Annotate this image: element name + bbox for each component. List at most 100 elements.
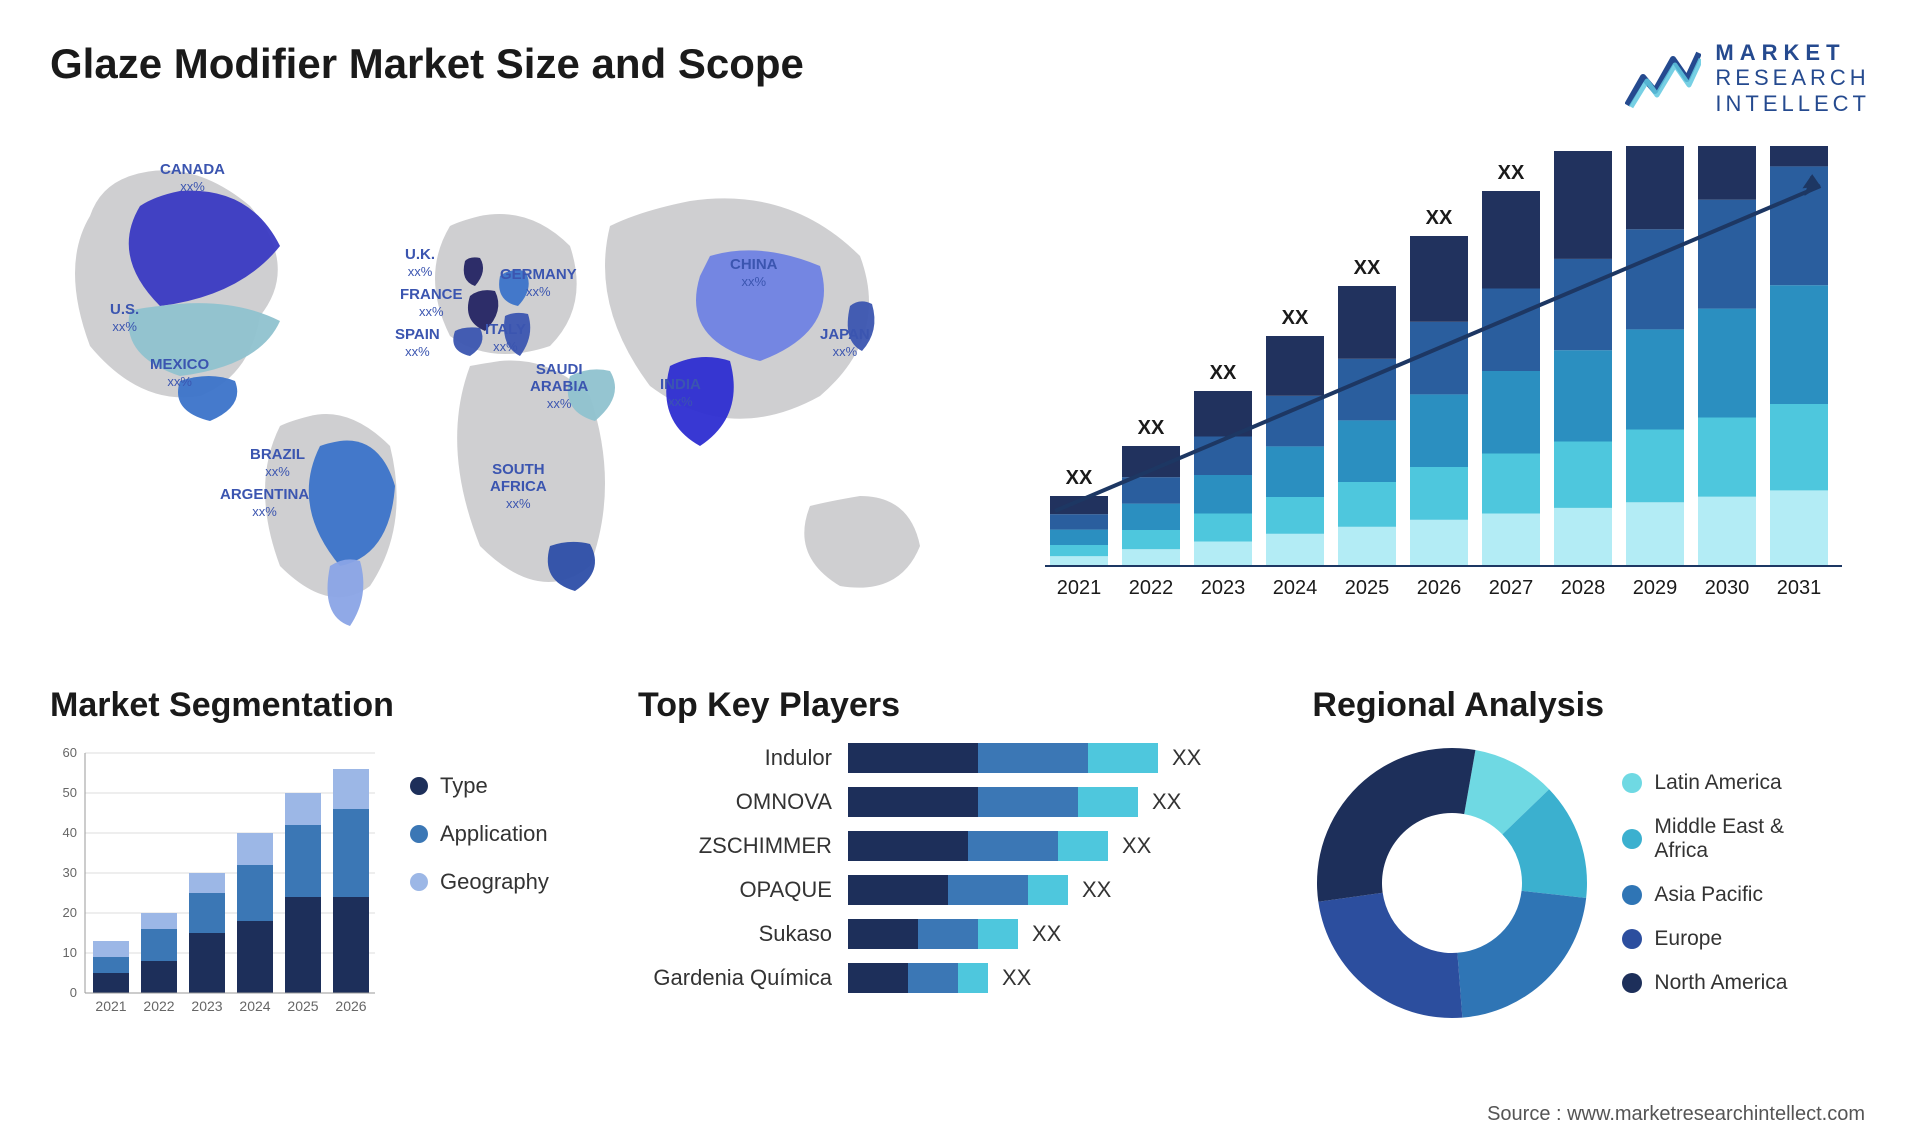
swatch-icon bbox=[1622, 973, 1642, 993]
player-row: Gardenia QuímicaXX bbox=[638, 963, 1272, 993]
player-value: XX bbox=[1122, 833, 1151, 859]
seg-legend-type: Type bbox=[410, 773, 549, 799]
player-bar bbox=[848, 963, 988, 993]
player-bar-segment bbox=[908, 963, 958, 993]
country-label-mexico: MEXICOxx% bbox=[150, 356, 209, 391]
svg-text:XX: XX bbox=[1138, 417, 1165, 439]
player-value: XX bbox=[1082, 877, 1111, 903]
player-bar bbox=[848, 875, 1068, 905]
top-section: CANADAxx%U.S.xx%MEXICOxx%BRAZILxx%ARGENT… bbox=[50, 146, 1870, 646]
svg-text:2026: 2026 bbox=[1417, 577, 1462, 599]
player-bar-segment bbox=[958, 963, 988, 993]
world-map: CANADAxx%U.S.xx%MEXICOxx%BRAZILxx%ARGENT… bbox=[50, 146, 960, 646]
svg-text:0: 0 bbox=[70, 985, 77, 1000]
world-map-svg bbox=[50, 146, 960, 646]
growth-chart: XX2021XX2022XX2023XX2024XX2025XX2026XX20… bbox=[1040, 146, 1870, 646]
country-label-south-africa: SOUTHAFRICAxx% bbox=[490, 461, 547, 513]
player-bar-segment bbox=[978, 743, 1088, 773]
country-label-u-k-: U.K.xx% bbox=[405, 246, 435, 281]
player-bar bbox=[848, 787, 1138, 817]
svg-text:2031: 2031 bbox=[1777, 577, 1822, 599]
player-name: ZSCHIMMER bbox=[638, 833, 848, 859]
player-bar bbox=[848, 919, 1018, 949]
regional-legend-item: North America bbox=[1622, 971, 1787, 995]
svg-text:XX: XX bbox=[1282, 307, 1309, 329]
player-value: XX bbox=[1172, 745, 1201, 771]
svg-text:10: 10 bbox=[63, 945, 77, 960]
player-value: XX bbox=[1032, 921, 1061, 947]
key-players-panel: Top Key Players IndulorXXOMNOVAXXZSCHIMM… bbox=[638, 686, 1272, 1023]
svg-text:2024: 2024 bbox=[239, 998, 270, 1014]
swatch-icon bbox=[1622, 885, 1642, 905]
logo-icon bbox=[1625, 47, 1701, 109]
svg-text:2025: 2025 bbox=[1345, 577, 1390, 599]
player-row: ZSCHIMMER XX bbox=[638, 831, 1272, 861]
logo-text: MARKET RESEARCH INTELLECT bbox=[1715, 40, 1870, 116]
player-name: OMNOVA bbox=[638, 789, 848, 815]
seg-legend-geography: Geography bbox=[410, 869, 549, 895]
svg-text:60: 60 bbox=[63, 745, 77, 760]
country-label-japan: JAPANxx% bbox=[820, 326, 870, 361]
player-bar-segment bbox=[978, 919, 1018, 949]
svg-text:2021: 2021 bbox=[95, 998, 126, 1014]
seg-legend-application: Application bbox=[410, 821, 549, 847]
player-name: OPAQUE bbox=[638, 877, 848, 903]
svg-text:XX: XX bbox=[1066, 467, 1093, 489]
segmentation-legend: Type Application Geography bbox=[410, 743, 549, 895]
svg-text:30: 30 bbox=[63, 865, 77, 880]
player-bar-segment bbox=[1028, 875, 1068, 905]
player-bar-segment bbox=[918, 919, 978, 949]
player-bar-segment bbox=[978, 787, 1078, 817]
regional-title: Regional Analysis bbox=[1312, 686, 1870, 725]
logo-line-1: MARKET bbox=[1715, 40, 1870, 65]
svg-text:2021: 2021 bbox=[1057, 577, 1102, 599]
country-label-u-s-: U.S.xx% bbox=[110, 301, 139, 336]
svg-text:2022: 2022 bbox=[143, 998, 174, 1014]
svg-text:2026: 2026 bbox=[335, 998, 366, 1014]
svg-text:40: 40 bbox=[63, 825, 77, 840]
regional-legend-item: Europe bbox=[1622, 927, 1787, 951]
swatch-icon bbox=[1622, 829, 1642, 849]
country-label-germany: GERMANYxx% bbox=[500, 266, 577, 301]
player-bar-segment bbox=[1078, 787, 1138, 817]
country-label-spain: SPAINxx% bbox=[395, 326, 440, 361]
country-label-india: INDIAxx% bbox=[660, 376, 701, 411]
player-value: XX bbox=[1002, 965, 1031, 991]
country-label-france: FRANCExx% bbox=[400, 286, 463, 321]
page-title: Glaze Modifier Market Size and Scope bbox=[50, 40, 804, 88]
svg-text:2023: 2023 bbox=[191, 998, 222, 1014]
player-bar-segment bbox=[848, 875, 948, 905]
regional-donut-svg bbox=[1312, 743, 1592, 1023]
svg-text:50: 50 bbox=[63, 785, 77, 800]
player-bar-segment bbox=[848, 743, 978, 773]
svg-text:XX: XX bbox=[1354, 257, 1381, 279]
player-name: Sukaso bbox=[638, 921, 848, 947]
svg-text:2024: 2024 bbox=[1273, 577, 1318, 599]
segmentation-title: Market Segmentation bbox=[50, 686, 598, 725]
country-label-china: CHINAxx% bbox=[730, 256, 778, 291]
logo-line-3: INTELLECT bbox=[1715, 91, 1870, 116]
player-bar-segment bbox=[948, 875, 1028, 905]
segmentation-chart-svg: 0102030405060202120222023202420252026 bbox=[50, 743, 380, 1023]
logo-line-2: RESEARCH bbox=[1715, 65, 1870, 90]
svg-text:2029: 2029 bbox=[1633, 577, 1678, 599]
player-bar-segment bbox=[848, 963, 908, 993]
key-players-title: Top Key Players bbox=[638, 686, 1272, 725]
country-label-saudi-arabia: SAUDIARABIAxx% bbox=[530, 361, 588, 413]
player-value: XX bbox=[1152, 789, 1181, 815]
svg-text:XX: XX bbox=[1426, 207, 1453, 229]
svg-text:2023: 2023 bbox=[1201, 577, 1246, 599]
swatch-icon bbox=[1622, 773, 1642, 793]
bottom-section: Market Segmentation 01020304050602021202… bbox=[50, 686, 1870, 1023]
source-text: Source : www.marketresearchintellect.com bbox=[1487, 1103, 1865, 1126]
player-row: Sukaso XX bbox=[638, 919, 1272, 949]
swatch-icon bbox=[410, 873, 428, 891]
brand-logo: MARKET RESEARCH INTELLECT bbox=[1625, 40, 1870, 116]
key-players-rows: IndulorXXOMNOVAXXZSCHIMMERXXOPAQUEXXSuka… bbox=[638, 743, 1272, 993]
header-row: Glaze Modifier Market Size and Scope MAR… bbox=[50, 40, 1870, 116]
player-bar-segment bbox=[1088, 743, 1158, 773]
svg-text:XX: XX bbox=[1210, 362, 1237, 384]
svg-text:2028: 2028 bbox=[1561, 577, 1606, 599]
swatch-icon bbox=[1622, 929, 1642, 949]
country-label-brazil: BRAZILxx% bbox=[250, 446, 305, 481]
